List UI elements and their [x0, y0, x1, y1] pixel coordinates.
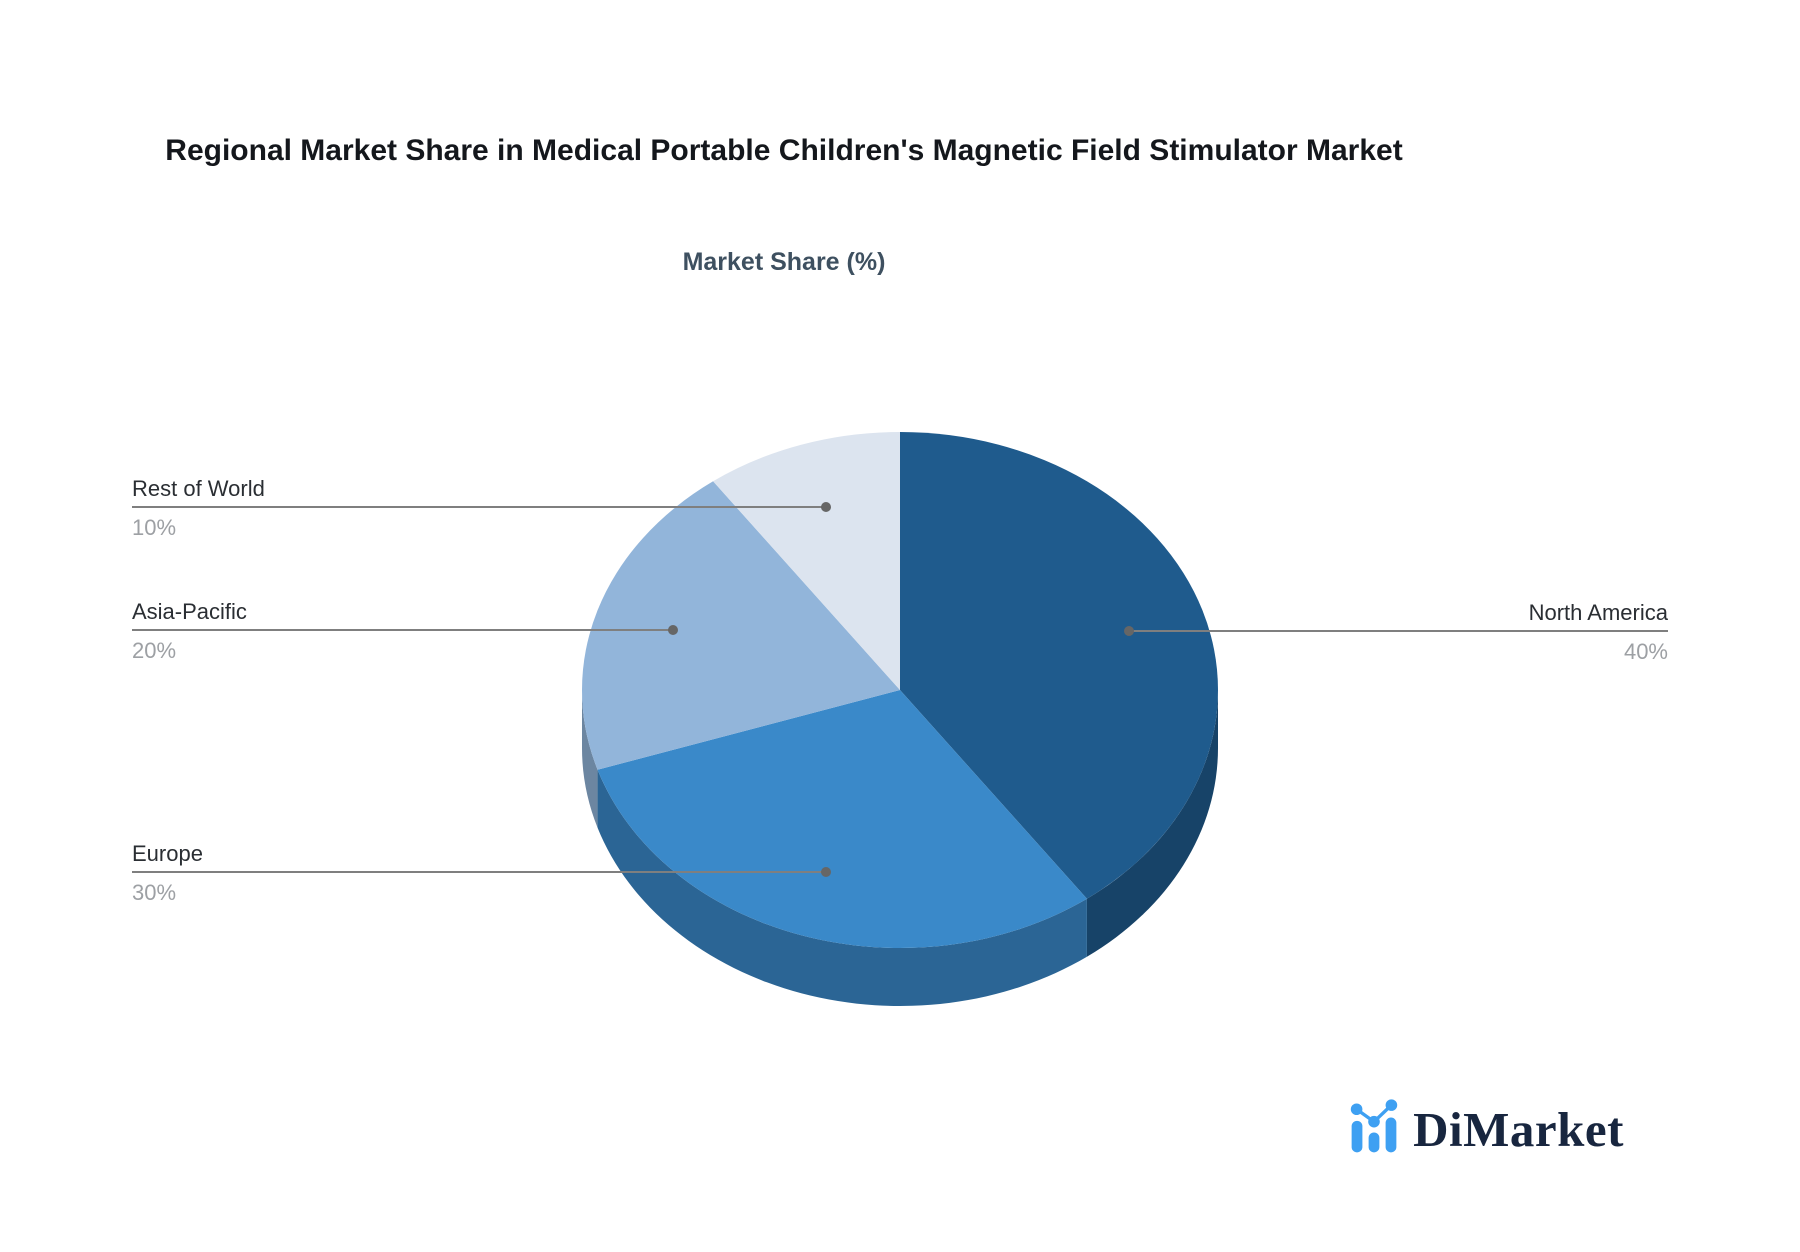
bar-chart-icon [1350, 1099, 1398, 1153]
logo-wordmark: DiMarket [1413, 1102, 1624, 1157]
pie-slice-depth-europe [597, 769, 1087, 1006]
leader-dot-north-america [1124, 626, 1134, 636]
slice-label: Europe [132, 841, 203, 866]
slice-value: 20% [132, 638, 177, 663]
callout-rest-of-world: Rest of World 10% [132, 476, 265, 541]
chart-title: Regional Market Share in Medical Portabl… [165, 134, 1403, 167]
dimarket-logo: DiMarket [1349, 1096, 1624, 1158]
pie-slice-north-america[interactable] [900, 432, 1218, 899]
slice-label: Asia-Pacific [132, 599, 247, 624]
pie-slice-asia-pacific[interactable] [581, 481, 900, 770]
leader-dot-asia-pacific [668, 625, 678, 635]
pie-slice-depth-asia-pacific [582, 690, 598, 828]
slice-value: 30% [132, 880, 177, 905]
callout-europe: Europe 30% [132, 841, 203, 906]
slice-label: North America [1528, 600, 1668, 625]
callout-asia-pacific: Asia-Pacific 20% [132, 599, 247, 664]
slice-value: 40% [1623, 639, 1668, 664]
pie-slice-europe[interactable] [597, 690, 1087, 948]
leader-dot-rest-of-world [821, 502, 831, 512]
pie-slice-depth-north-america [1086, 690, 1218, 957]
slice-value: 10% [132, 515, 177, 540]
leader-dot-europe [821, 867, 831, 877]
callout-north-america: North America 40% [1529, 600, 1668, 665]
slice-label: Rest of World [132, 476, 265, 501]
chart-subtitle: Market Share (%) [682, 248, 886, 276]
pie-slice-rest-of-world[interactable] [713, 432, 900, 690]
